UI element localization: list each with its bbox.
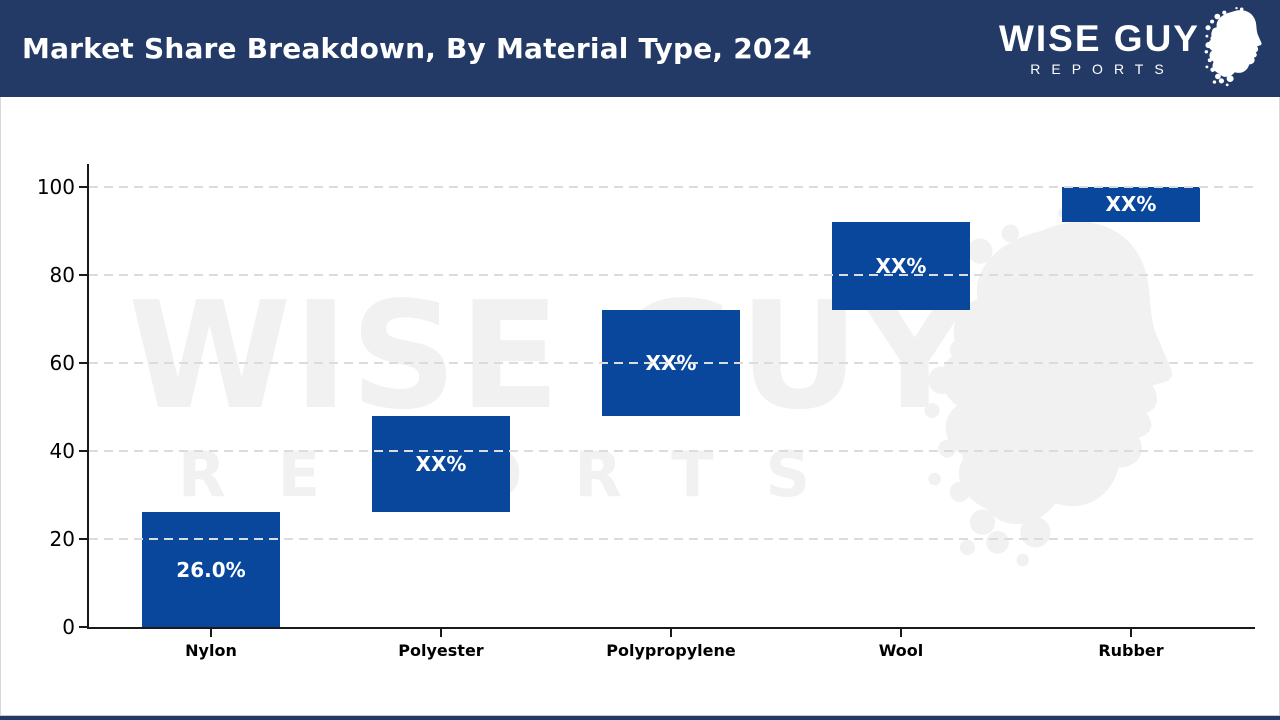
header-bar: Market Share Breakdown, By Material Type… [0,0,1280,97]
watermark-face-icon [924,208,1173,567]
footer-bar [0,716,1280,720]
logo-subtitle: REPORTS [1030,61,1175,77]
wiseguy-face-icon [1204,6,1262,86]
chart-title: Market Share Breakdown, By Material Type… [22,32,812,65]
footer-divider [0,715,1280,716]
watermark-subtitle: REPORTS [178,438,863,511]
logo-wordmark: WISE GUY [998,18,1200,59]
wiseguy-logo: WISE GUY REPORTS [998,6,1262,91]
watermark-wordmark: WISE GUY [128,270,971,442]
